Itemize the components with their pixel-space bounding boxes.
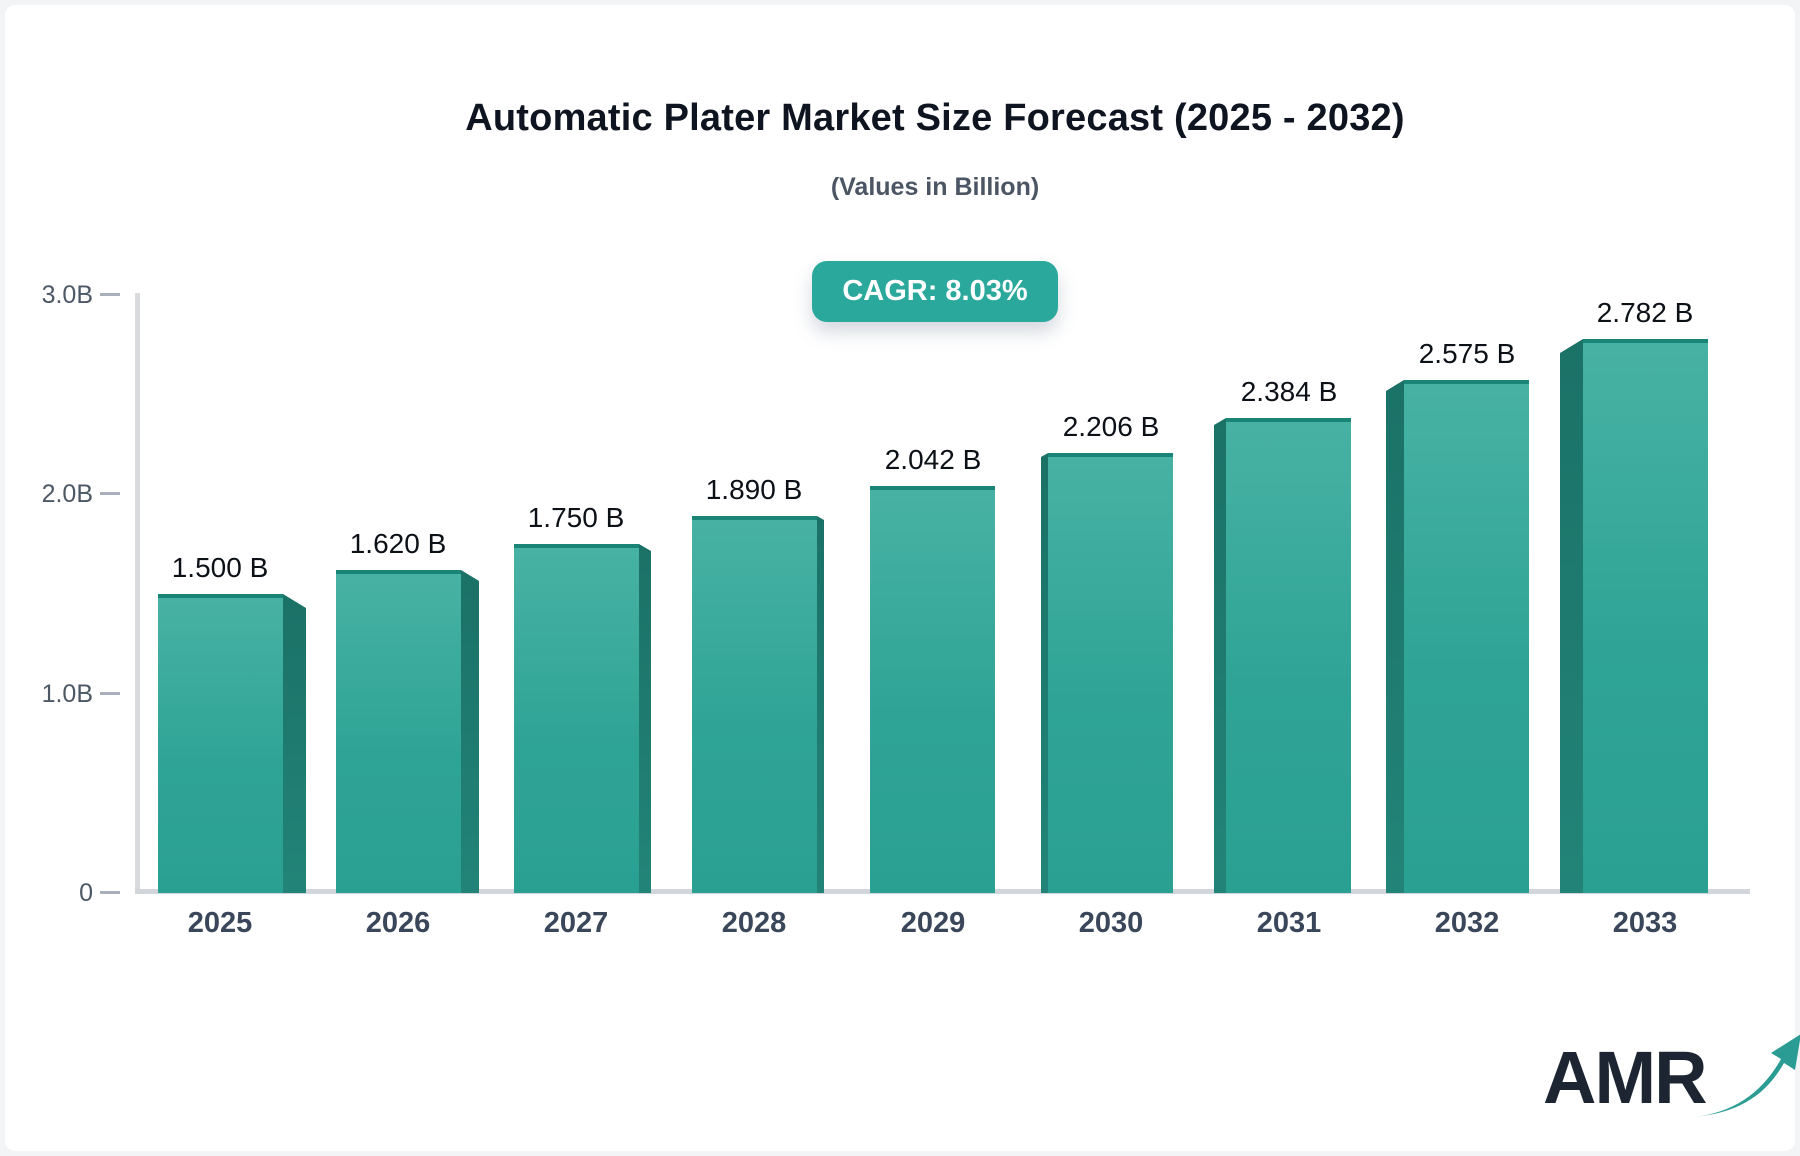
- y-axis-line: [135, 293, 140, 894]
- amr-logo-text: AMR: [1543, 1036, 1706, 1119]
- bar-value-label: 1.890 B: [705, 474, 803, 505]
- x-axis-category-label: 2029: [900, 907, 966, 939]
- bar-side-face: [817, 516, 824, 893]
- bar-side-face: [1386, 380, 1404, 893]
- chart-title: Automatic Plater Market Size Forecast (2…: [465, 97, 1405, 139]
- bar-value-label: 1.500 B: [171, 552, 269, 583]
- bar-value-label: 2.384 B: [1240, 376, 1338, 407]
- bar-2025: [158, 594, 283, 893]
- amr-logo: AMR: [1543, 1034, 1800, 1119]
- bar-2027: [514, 544, 639, 893]
- x-axis-category-label: 2028: [721, 907, 787, 939]
- y-axis-tick: [100, 293, 120, 296]
- y-axis-tick-label: 2.0B: [41, 480, 93, 508]
- bar-side-face: [639, 544, 651, 893]
- y-axis-tick-label: 0: [79, 879, 93, 907]
- bar-2031: [1226, 418, 1351, 893]
- x-axis-category-label: 2025: [187, 907, 253, 939]
- bar-2026: [336, 570, 461, 893]
- x-axis-category-label: 2027: [543, 907, 609, 939]
- x-axis-category-label: 2031: [1256, 907, 1322, 939]
- chart-subtitle: (Values in Billion): [830, 173, 1040, 201]
- bar-value-label: 2.782 B: [1596, 297, 1694, 328]
- bar-2033: [1583, 339, 1708, 893]
- bar-value-label: 2.575 B: [1418, 338, 1516, 369]
- bar-2032: [1404, 380, 1529, 893]
- y-axis-tick-label: 3.0B: [41, 281, 93, 309]
- bar-side-face: [1041, 453, 1048, 893]
- y-axis-tick: [100, 492, 120, 495]
- bar-side-face: [1560, 339, 1583, 893]
- bar-2030: [1048, 453, 1173, 893]
- y-axis-tick: [100, 891, 120, 894]
- x-axis-category-label: 2032: [1434, 907, 1500, 939]
- x-axis-category-label: 2033: [1612, 907, 1678, 939]
- bar-side-face: [461, 570, 479, 893]
- amr-logo-arrow-icon: [1693, 1034, 1800, 1117]
- bar-2028: [692, 516, 817, 893]
- bar-value-label: 2.206 B: [1062, 411, 1160, 442]
- bar-value-label: 1.620 B: [349, 528, 447, 559]
- bar-2029: [870, 486, 995, 893]
- bar-side-face: [283, 594, 306, 893]
- bar-value-label: 2.042 B: [884, 444, 982, 475]
- bar-value-label: 1.750 B: [527, 502, 625, 533]
- bar-side-face: [1214, 418, 1226, 893]
- y-axis-tick-label: 1.0B: [41, 680, 93, 708]
- x-axis-category-label: 2030: [1078, 907, 1144, 939]
- chart-card: Automatic Plater Market Size Forecast (2…: [5, 5, 1800, 1151]
- x-axis-category-label: 2026: [365, 907, 431, 939]
- cagr-badge: CAGR: 8.03%: [812, 261, 1058, 322]
- y-axis-tick: [100, 692, 120, 695]
- cagr-badge-container: CAGR: 8.03%: [135, 261, 1735, 322]
